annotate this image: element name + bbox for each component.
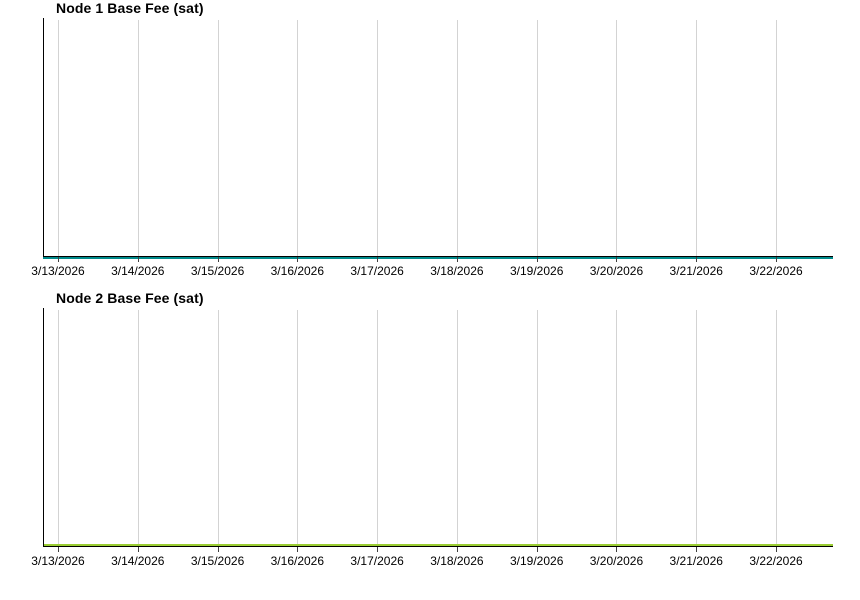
x-axis-tick	[456, 547, 458, 552]
gridline	[377, 310, 379, 547]
x-axis-label: 3/21/2026	[669, 264, 723, 278]
x-axis-tick	[616, 547, 618, 552]
x-axis-tick	[536, 547, 538, 552]
series-line-node1	[43, 257, 833, 259]
x-axis-tick	[377, 547, 379, 552]
chart-node1-base-fee: Node 1 Base Fee (sat) 3/13/2026 3/14/2026…	[0, 0, 860, 290]
x-axis-labels: 3/13/2026 3/14/2026 3/15/2026 3/16/2026 3/17…	[0, 264, 860, 280]
x-axis-line	[43, 256, 833, 257]
gridline	[776, 20, 778, 257]
gridline	[696, 20, 698, 257]
x-axis-tick	[58, 257, 59, 262]
gridline	[377, 20, 379, 257]
gridline	[217, 20, 219, 257]
plot-area	[43, 308, 833, 552]
x-axis-label: 3/15/2026	[190, 554, 245, 568]
x-axis-label: 3/17/2026	[350, 554, 404, 568]
x-axis-label: 3/19/2026	[509, 554, 564, 568]
x-axis-label: 3/17/2026	[350, 264, 404, 278]
gridline	[456, 20, 458, 257]
x-axis-tick	[217, 257, 219, 262]
x-axis-tick	[217, 547, 219, 552]
x-axis-tick	[696, 257, 698, 262]
gridline	[536, 20, 538, 257]
gridline	[456, 310, 458, 547]
x-axis-tick	[776, 257, 778, 262]
x-axis-tick	[58, 547, 59, 552]
x-axis-label: 3/20/2026	[589, 554, 644, 568]
gridline	[137, 310, 139, 547]
x-axis-label: 3/15/2026	[190, 264, 245, 278]
series-line-node2	[43, 544, 833, 546]
y-axis-line	[43, 308, 44, 547]
x-axis-label: 3/13/2026	[31, 554, 85, 568]
chart-title: Node 1 Base Fee (sat)	[56, 0, 204, 16]
chart-node2-base-fee: Node 2 Base Fee (sat) 3/13/2026 3/14/2026…	[0, 290, 860, 580]
gridline	[58, 20, 59, 257]
x-axis-tick	[776, 547, 778, 552]
chart-title: Node 2 Base Fee (sat)	[56, 290, 204, 306]
x-axis-tick	[536, 257, 538, 262]
gridline	[776, 310, 778, 547]
x-axis-tick	[297, 547, 299, 552]
x-axis-label: 3/22/2026	[749, 554, 803, 568]
x-axis-tick	[456, 257, 458, 262]
x-axis-tick	[377, 257, 379, 262]
gridline	[297, 20, 299, 257]
x-axis-tick	[137, 257, 139, 262]
x-axis-label: 3/16/2026	[270, 264, 325, 278]
gridline	[58, 310, 59, 547]
x-axis-label: 3/21/2026	[669, 554, 723, 568]
plot-area	[43, 18, 833, 262]
x-axis-label: 3/20/2026	[589, 264, 644, 278]
x-axis-tick	[616, 257, 618, 262]
x-axis-tick	[297, 257, 299, 262]
x-axis-label: 3/18/2026	[430, 554, 484, 568]
gridline	[536, 310, 538, 547]
x-axis-label: 3/14/2026	[111, 264, 165, 278]
x-axis-label: 3/19/2026	[509, 264, 564, 278]
x-axis-label: 3/13/2026	[31, 264, 85, 278]
x-axis-label: 3/18/2026	[430, 264, 484, 278]
gridline	[616, 20, 618, 257]
x-axis-tick	[696, 547, 698, 552]
x-axis-line	[43, 546, 833, 547]
y-axis-line	[43, 18, 44, 257]
x-axis-labels: 3/13/2026 3/14/2026 3/15/2026 3/16/2026 3/17…	[0, 554, 860, 570]
gridline	[616, 310, 618, 547]
x-axis-label: 3/14/2026	[111, 554, 165, 568]
gridline	[297, 310, 299, 547]
x-axis-label: 3/22/2026	[749, 264, 803, 278]
gridline	[696, 310, 698, 547]
x-axis-label: 3/16/2026	[270, 554, 325, 568]
x-axis-tick	[137, 547, 139, 552]
gridline	[217, 310, 219, 547]
gridline	[137, 20, 139, 257]
